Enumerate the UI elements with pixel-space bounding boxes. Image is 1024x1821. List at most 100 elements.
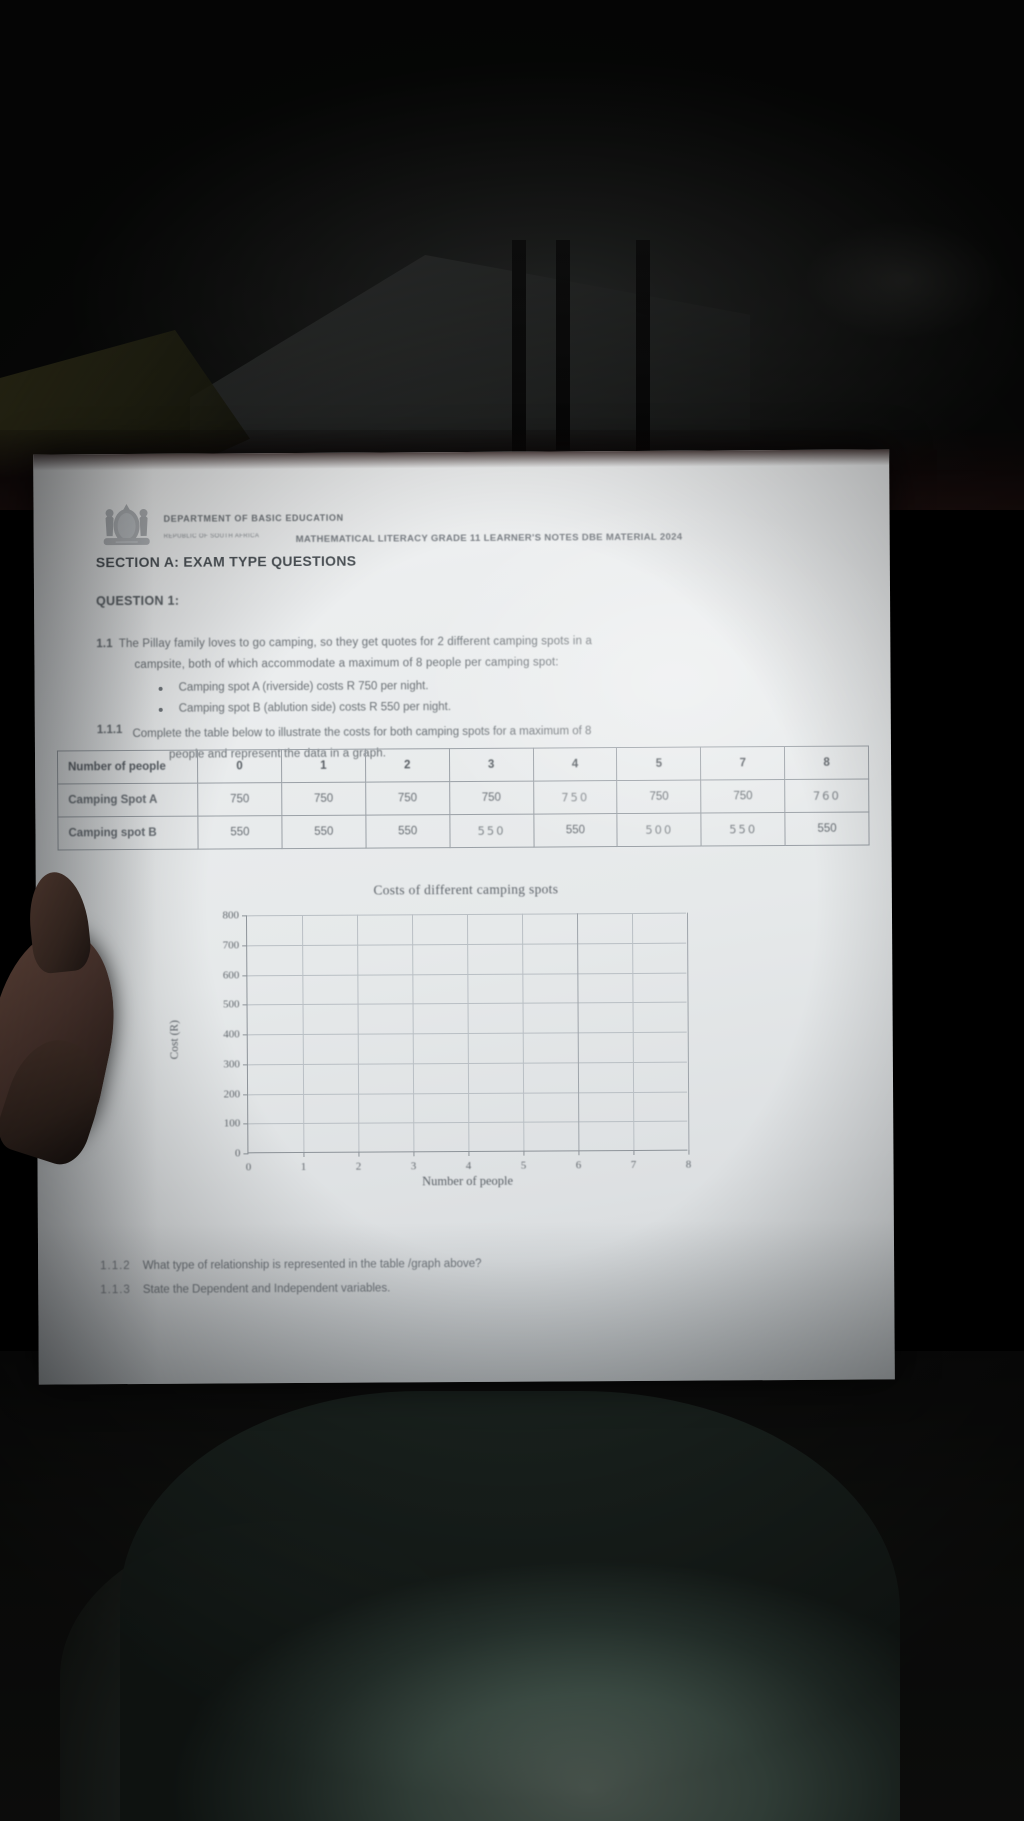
y-tick-label: 300 (223, 1058, 240, 1071)
question-113: 1.1.3 State the Dependent and Independen… (100, 1274, 840, 1303)
row-label-spot-a: Camping Spot A (57, 783, 198, 817)
table-header-cell: 1 (281, 749, 366, 783)
cell-a-2: 750 (365, 781, 450, 816)
table-row: Camping Spot A 750 750 750 750 750 750 7… (57, 779, 869, 817)
row-label-spot-b: Camping spot B (57, 816, 199, 850)
y-tick-label: 0 (234, 1147, 241, 1160)
table-header-label: Number of people (57, 750, 198, 784)
table-header-cell: 5 (616, 747, 701, 781)
y-tick-label: 500 (222, 998, 240, 1011)
table-header-cell: 7 (700, 746, 785, 781)
y-tick-mark (243, 1153, 249, 1155)
y-tick-mark (242, 1034, 248, 1036)
x-tick-label: 8 (685, 1158, 692, 1171)
costs-table: Number of people 0 1 2 3 4 5 7 8 Camping… (57, 746, 870, 851)
org-name: DEPARTMENT OF BASIC EDUCATION (163, 512, 344, 524)
table-header-cell: 3 (449, 748, 534, 782)
x-tick-label: 0 (245, 1161, 252, 1174)
question-number: 1.1 (96, 638, 113, 651)
org-subtitle: REPUBLIC OF SOUTH AFRICA (163, 533, 260, 540)
cell-a-6: 750 (700, 779, 785, 814)
cell-b-6-handwritten: 550 (701, 812, 786, 847)
cell-a-5: 750 (617, 780, 702, 814)
x-tick-mark (303, 1151, 305, 1157)
x-tick-label: 7 (630, 1158, 637, 1171)
subquestion-line1: Complete the table below to illustrate t… (132, 725, 592, 741)
document-header: DEPARTMENT OF BASIC EDUCATION REPUBLIC O… (95, 498, 835, 555)
running-header: MATHEMATICAL LITERACY GRADE 11 LEARNER'S… (295, 531, 683, 546)
subquestion-text: Complete the table below to illustrate t… (132, 721, 591, 745)
cell-b-0: 550 (197, 815, 282, 850)
list-item: Camping spot B (ablution side) costs R 5… (158, 695, 837, 720)
background-glow (804, 220, 1004, 340)
x-tick-mark (633, 1149, 635, 1155)
cell-b-1: 550 (281, 815, 366, 849)
worksheet-content: DEPARTMENT OF BASIC EDUCATION REPUBLIC O… (33, 449, 895, 1384)
bullet-icon (158, 707, 163, 712)
y-tick-mark (242, 1064, 248, 1066)
y-tick-label: 800 (222, 909, 240, 922)
cell-b-4: 550 (533, 813, 618, 848)
cost-bullet-list: Camping spot A (riverside) costs R 750 p… (97, 674, 837, 721)
costs-chart: Costs of different camping spots Cost (R… (156, 880, 778, 1214)
cell-b-2: 550 (365, 814, 450, 849)
x-tick-mark (688, 1149, 690, 1155)
chart-x-axis-label: Number of people (422, 1173, 514, 1189)
x-tick-mark (413, 1151, 415, 1157)
question-intro-text1: The Pillay family loves to go camping, s… (118, 635, 592, 651)
question-number: 1.1.2 (100, 1260, 131, 1273)
y-tick-mark (242, 1004, 248, 1006)
cell-a-0: 750 (197, 782, 282, 817)
x-tick-mark (523, 1150, 525, 1156)
cell-a-1: 750 (281, 782, 366, 816)
question-text: What type of relationship is represented… (142, 1257, 482, 1272)
y-tick-label: 100 (223, 1117, 241, 1130)
question-title: QUESTION 1: (96, 593, 180, 609)
x-tick-label: 1 (300, 1160, 307, 1174)
lap-blanket (120, 1391, 900, 1821)
y-tick-mark (243, 1093, 249, 1095)
footer-questions: 1.1.2 What type of relationship is repre… (100, 1250, 840, 1303)
chart-title: Costs of different camping spots (373, 881, 559, 898)
cell-b-5-handwritten: 500 (617, 813, 702, 847)
y-tick-label: 600 (222, 968, 240, 981)
y-tick-mark (243, 1123, 249, 1125)
x-tick-label: 3 (410, 1160, 417, 1173)
gridline-v (686, 912, 690, 1150)
section-title: SECTION A: EXAM TYPE QUESTIONS (95, 552, 357, 571)
cell-b-7: 550 (784, 812, 870, 846)
y-tick-label: 400 (223, 1028, 240, 1041)
table-header-row: Number of people 0 1 2 3 4 5 7 8 (57, 746, 869, 784)
question-number: 1.1.3 (100, 1284, 131, 1297)
question-intro-line2: campsite, both of which accommodate a ma… (134, 656, 559, 672)
y-tick-mark (241, 915, 247, 917)
bullet-text: Camping spot B (ablution side) costs R 5… (178, 701, 452, 715)
chart-plot-area: 0 100 200 300 400 500 600 700 800 (222, 909, 691, 1173)
bullet-icon (158, 686, 163, 691)
table-header-cell: 8 (784, 746, 869, 780)
x-tick-label: 5 (520, 1159, 527, 1172)
y-tick-label: 200 (223, 1087, 241, 1100)
chart-y-axis-label: Cost (R) (168, 1020, 181, 1060)
x-tick-mark (578, 1150, 580, 1156)
bullet-text: Camping spot A (riverside) costs R 750 p… (178, 680, 429, 694)
y-tick-label: 700 (222, 939, 240, 952)
x-tick-mark (468, 1150, 470, 1156)
table-header-cell: 2 (365, 748, 450, 783)
y-tick-mark (242, 945, 248, 947)
x-tick-mark (358, 1151, 360, 1157)
background-pole (556, 240, 570, 450)
question-text: State the Dependent and Independent vari… (142, 1282, 391, 1296)
cell-a-3: 750 (449, 781, 534, 815)
x-tick-label: 2 (355, 1160, 362, 1173)
cell-a-7-handwritten: 760 (784, 779, 869, 813)
x-tick-label: 6 (575, 1159, 582, 1172)
subquestion-number: 1.1.1 (96, 724, 123, 737)
cell-a-4-handwritten: 750 (533, 780, 618, 815)
worksheet-page: DEPARTMENT OF BASIC EDUCATION REPUBLIC O… (33, 449, 895, 1385)
coat-of-arms-icon (103, 504, 150, 546)
x-tick-label: 4 (465, 1159, 472, 1172)
table-row: Camping spot B 550 550 550 550 550 500 5… (57, 812, 870, 850)
table-header-cell: 0 (197, 749, 282, 784)
